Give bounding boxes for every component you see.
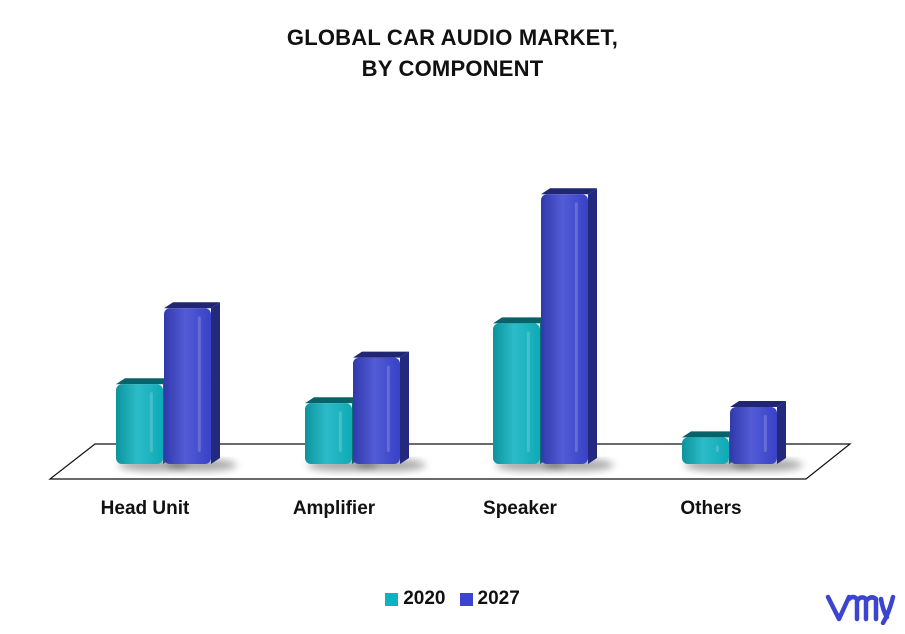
x-tick-label-head-unit: Head Unit	[101, 498, 190, 519]
chart-title-line-2: BY COMPONENT	[361, 56, 544, 81]
x-tick-label-others: Others	[680, 498, 741, 519]
chart-title: GLOBAL CAR AUDIO MARKET, BY COMPONENT	[0, 22, 905, 84]
legend-label-2020: 2020	[403, 588, 446, 609]
bar-others-2027	[730, 401, 803, 471]
legend-swatch-2027	[459, 592, 473, 606]
bar-speaker-2027	[541, 188, 614, 471]
legend-label-2027: 2027	[477, 588, 520, 609]
x-tick-label-amplifier: Amplifier	[293, 498, 376, 519]
legend-item-2020: 2020	[385, 588, 446, 610]
chart-floor	[48, 443, 852, 480]
chart-title-line-1: GLOBAL CAR AUDIO MARKET,	[286, 25, 619, 50]
legend-swatch-2020	[385, 592, 399, 606]
bar-head-unit-2027	[164, 302, 237, 471]
vmr-logo-icon	[825, 589, 897, 630]
legend: 2020 2027	[0, 588, 905, 610]
bar-amplifier-2027	[353, 351, 426, 471]
legend-item-2027: 2027	[459, 588, 520, 610]
x-tick-label-speaker: Speaker	[483, 498, 558, 519]
